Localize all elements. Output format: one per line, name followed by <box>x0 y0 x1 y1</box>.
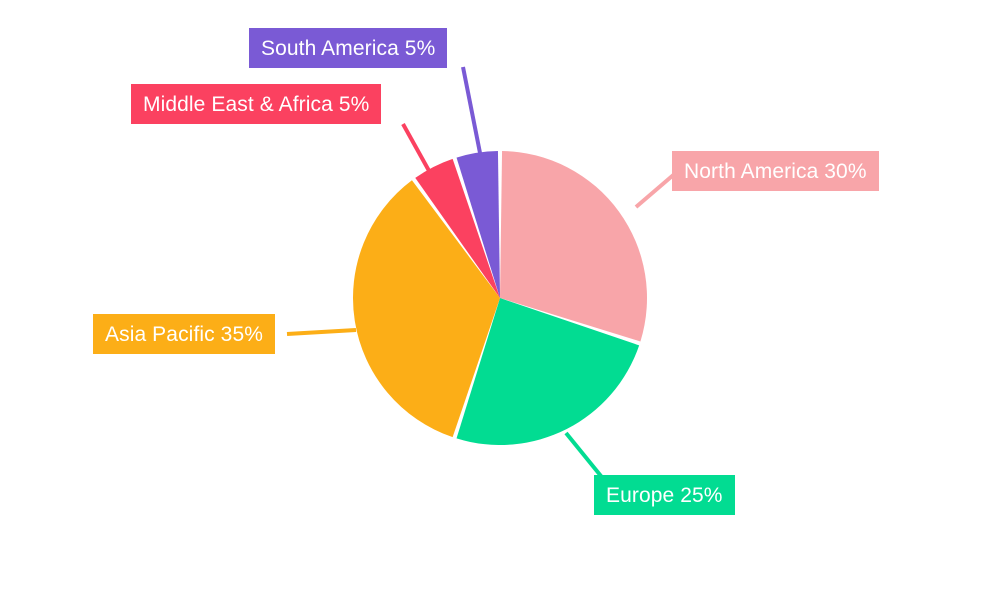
pie-slice-europe <box>456 298 640 446</box>
pie-label-middle-east-africa: Middle East & Africa 5% <box>131 84 382 124</box>
leader-line-europe <box>564 431 607 483</box>
leader-line-asia-pacific <box>286 328 357 336</box>
pie-slice-south-america <box>456 151 500 298</box>
pie-label-south-america-text: South America 5% <box>261 36 436 60</box>
pie-label-europe: Europe 25% <box>594 475 735 515</box>
leader-line-south-america <box>461 66 484 164</box>
leader-line-group <box>286 66 680 483</box>
pie-slice-north-america <box>500 151 648 342</box>
pie-slice-asia-pacific <box>352 180 500 438</box>
pie-slice-group <box>352 151 648 446</box>
leader-line-middle-east <box>401 123 435 179</box>
pie-label-north-america-text: North America 30% <box>684 159 867 183</box>
pie-slice-middle-east-africa <box>415 158 500 298</box>
pie-label-middle-east-africa-text: Middle East & Africa 5% <box>143 92 370 116</box>
pie-label-europe-text: Europe 25% <box>606 483 723 507</box>
pie-label-asia-pacific-text: Asia Pacific 35% <box>105 322 264 346</box>
pie-label-asia-pacific: Asia Pacific 35% <box>93 314 276 354</box>
pie-label-north-america: North America 30% <box>672 151 879 191</box>
leader-line-north-america <box>634 169 680 209</box>
pie-label-south-america: South America 5% <box>249 28 448 68</box>
